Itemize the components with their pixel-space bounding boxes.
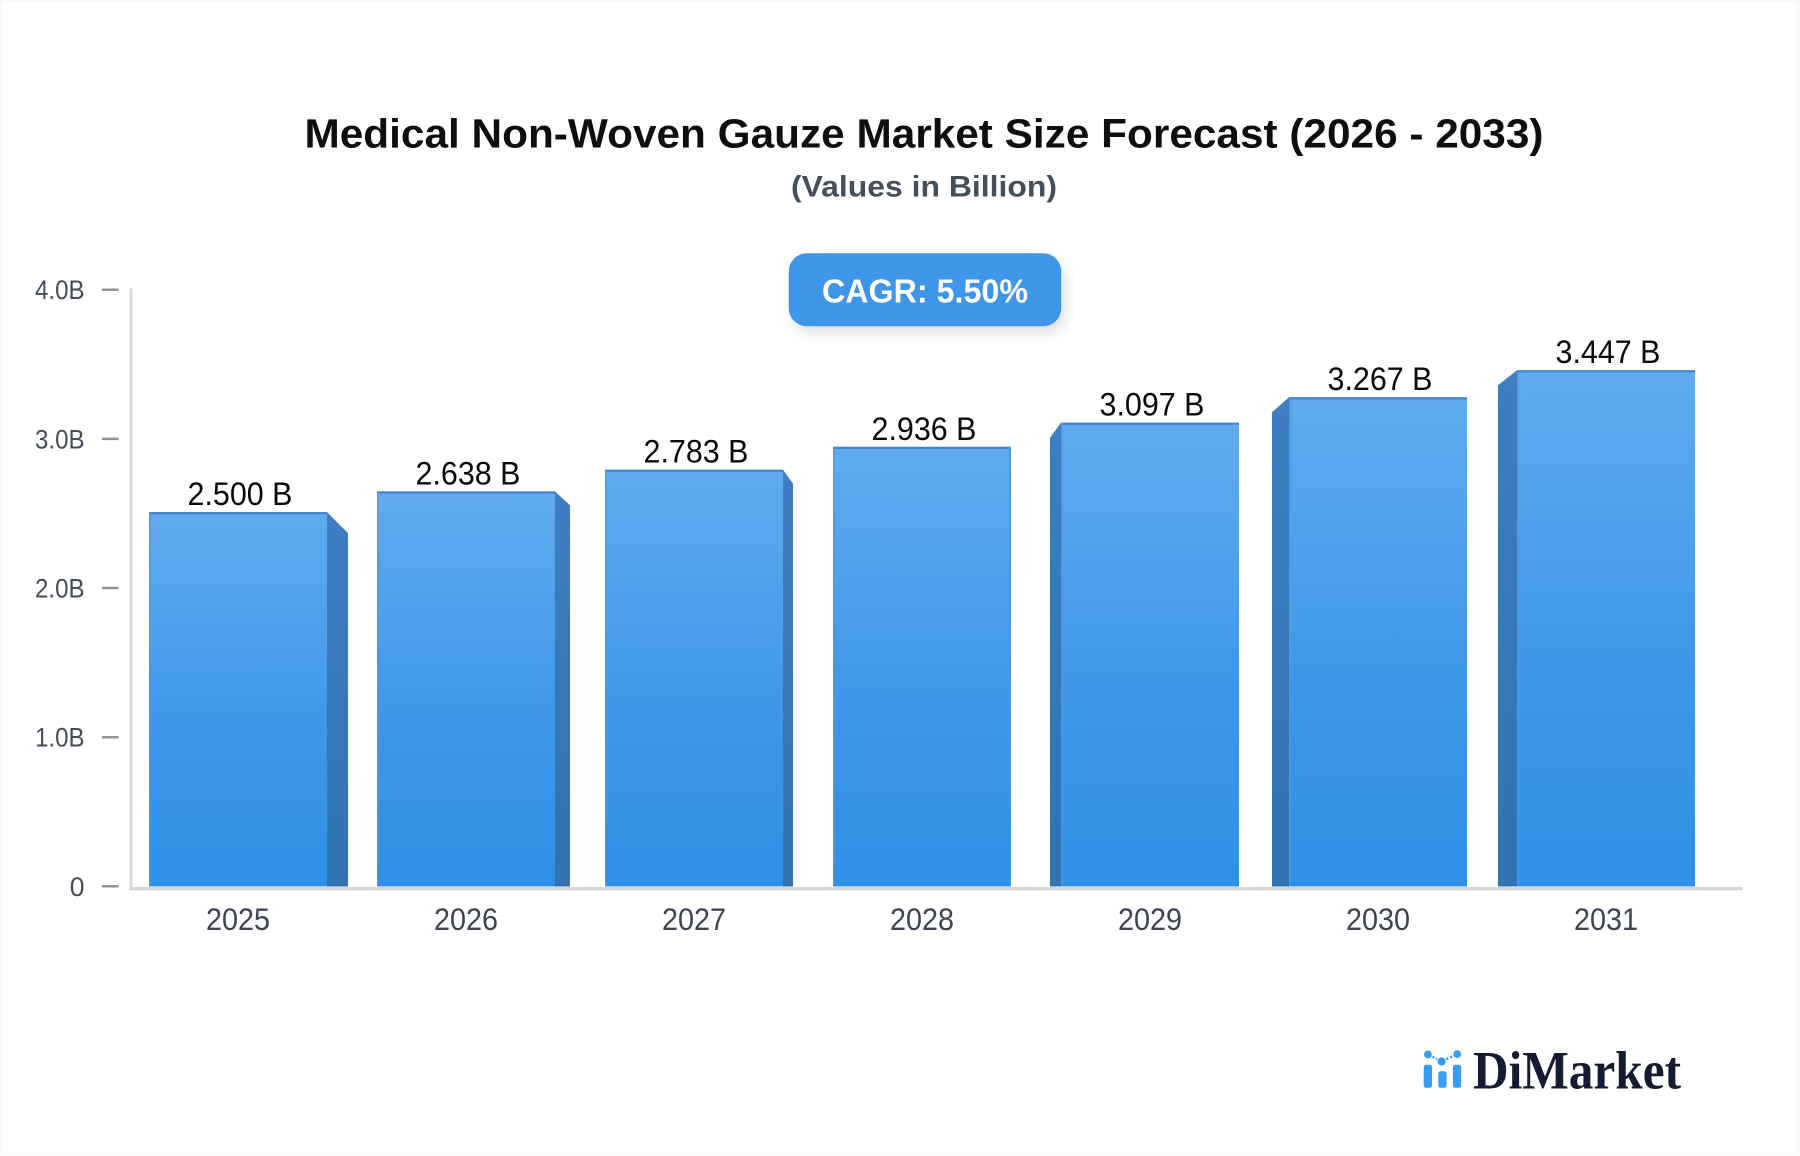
svg-text:2028: 2028 bbox=[890, 901, 954, 937]
svg-text:2.0B: 2.0B bbox=[35, 574, 85, 604]
svg-text:DiMarket: DiMarket bbox=[1473, 1041, 1681, 1101]
svg-text:CAGR: 5.50%: CAGR: 5.50% bbox=[822, 273, 1028, 310]
svg-text:3.0B: 3.0B bbox=[35, 424, 85, 454]
svg-text:Medical Non-Woven Gauze Market: Medical Non-Woven Gauze Market Size Fore… bbox=[305, 110, 1544, 156]
svg-text:2031: 2031 bbox=[1574, 901, 1638, 937]
svg-text:3.447 B: 3.447 B bbox=[1556, 334, 1661, 370]
svg-text:0: 0 bbox=[70, 872, 85, 902]
svg-text:2025: 2025 bbox=[206, 901, 270, 937]
svg-text:2030: 2030 bbox=[1346, 901, 1410, 937]
svg-text:1.0B: 1.0B bbox=[35, 723, 85, 753]
svg-text:(Values in Billion): (Values in Billion) bbox=[791, 170, 1057, 203]
svg-text:3.267 B: 3.267 B bbox=[1328, 361, 1433, 397]
svg-text:2029: 2029 bbox=[1118, 901, 1182, 937]
svg-text:2.500 B: 2.500 B bbox=[188, 476, 293, 512]
svg-text:3.097 B: 3.097 B bbox=[1100, 387, 1205, 423]
svg-text:2.783 B: 2.783 B bbox=[644, 434, 749, 470]
svg-text:4.0B: 4.0B bbox=[35, 275, 85, 305]
svg-text:2026: 2026 bbox=[434, 901, 498, 937]
svg-text:2.638 B: 2.638 B bbox=[416, 455, 521, 491]
svg-text:2027: 2027 bbox=[662, 901, 726, 937]
svg-text:2.936 B: 2.936 B bbox=[872, 411, 977, 447]
